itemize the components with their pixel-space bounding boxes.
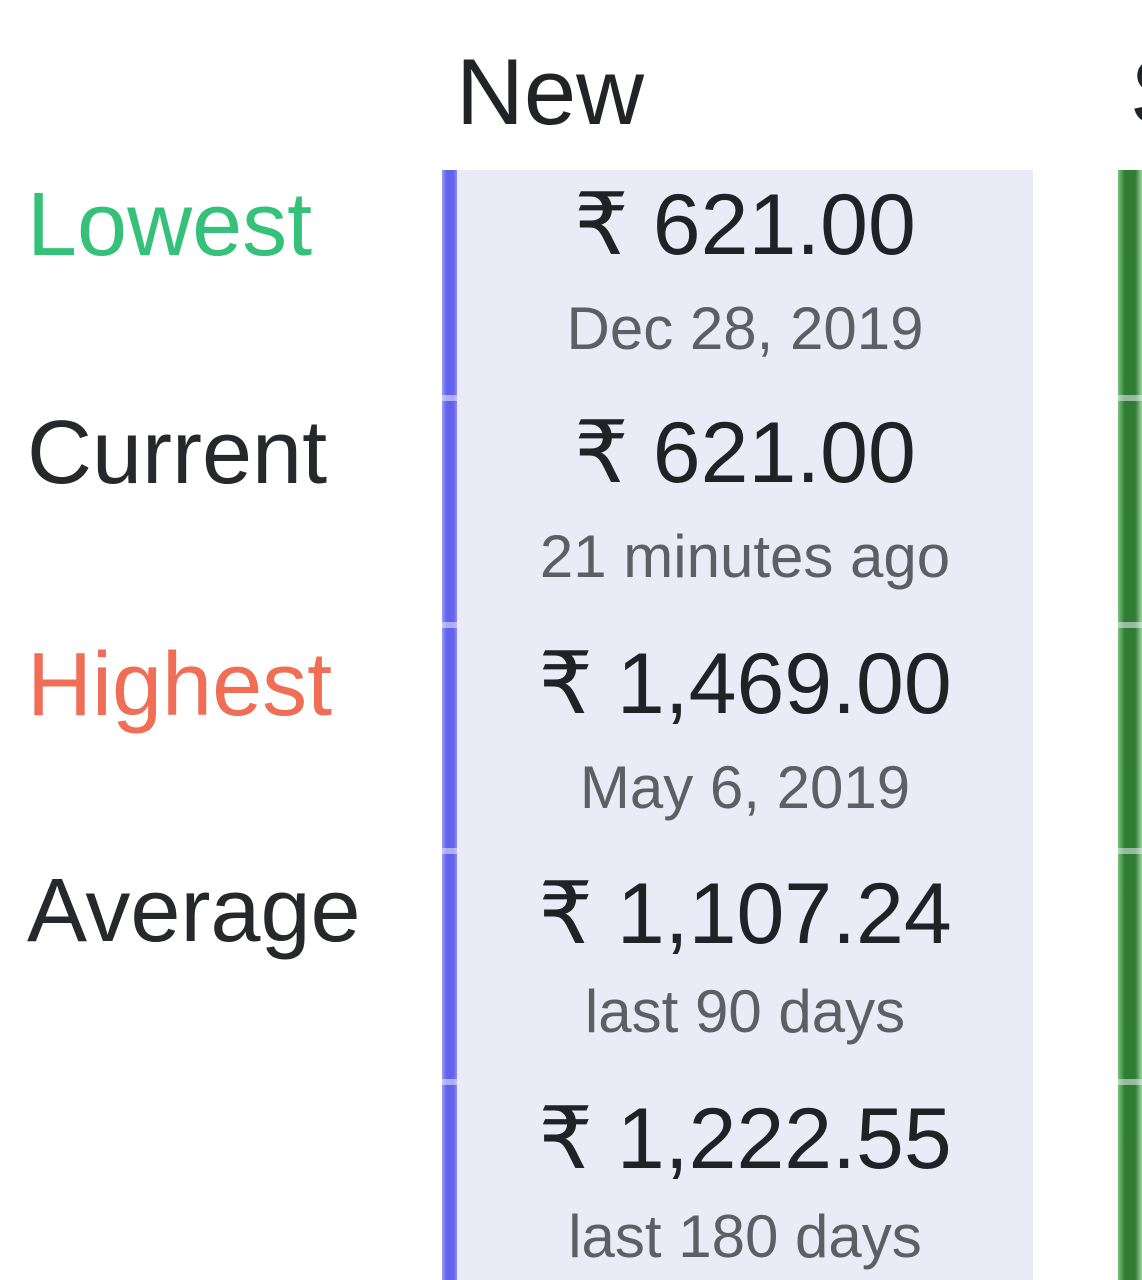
new-column-card: ₹ 621.00 Dec 28, 2019 ₹ 621.00 21 minute…: [457, 170, 1033, 1280]
stat-label-lowest: Lowest: [27, 175, 313, 275]
row-divider-notch: [1118, 395, 1142, 401]
row-divider-notch: [1118, 1079, 1142, 1085]
lowest-price-value: ₹ 621.00: [574, 177, 916, 273]
column-header-new: New: [456, 39, 645, 144]
row-divider-notch: [1118, 622, 1142, 628]
stat-label-current: Current: [27, 403, 328, 503]
row-divider-notch: [442, 622, 457, 628]
next-column-accent-bar: [1118, 170, 1142, 1280]
column-header-next-partial: S: [1130, 45, 1142, 139]
current-price-value: ₹ 621.00: [574, 405, 916, 501]
highest-price-date: May 6, 2019: [579, 754, 911, 821]
average-90d-price-range: last 90 days: [584, 978, 906, 1045]
row-divider-notch: [442, 848, 457, 854]
average-180d-price-value: ₹ 1,222.55: [538, 1091, 952, 1187]
stat-label-highest: Highest: [27, 635, 333, 735]
lowest-price-date: Dec 28, 2019: [566, 295, 924, 362]
highest-price-value: ₹ 1,469.00: [538, 636, 952, 732]
row-divider-notch: [1118, 848, 1142, 854]
row-divider-notch: [442, 395, 457, 401]
current-price-time: 21 minutes ago: [539, 523, 951, 590]
new-column-accent-bar: [442, 170, 457, 1280]
stat-label-average: Average: [27, 861, 361, 961]
average-180d-price-range: last 180 days: [568, 1203, 922, 1270]
row-divider-notch: [442, 1079, 457, 1085]
average-90d-price-value: ₹ 1,107.24: [538, 866, 952, 962]
